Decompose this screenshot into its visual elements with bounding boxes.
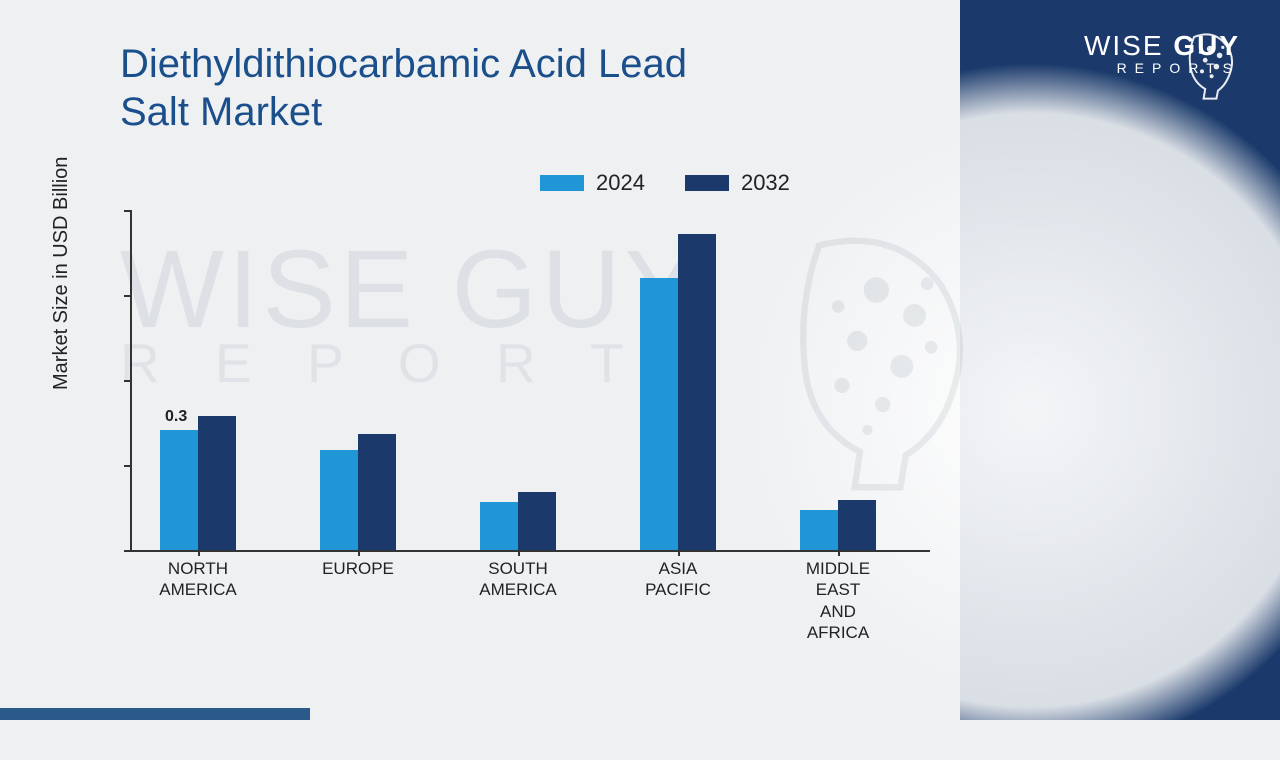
bar (678, 234, 716, 550)
bar (358, 434, 396, 550)
y-tick (124, 295, 130, 297)
brand-logo: WISE GUY REPORTS (1084, 30, 1240, 76)
bar (160, 430, 198, 550)
bar (198, 416, 236, 550)
legend-item: 2024 (540, 170, 645, 196)
footer-accent (0, 708, 310, 720)
x-axis-label: NORTHAMERICA (138, 558, 258, 601)
x-tick (198, 550, 200, 556)
x-axis-label: MIDDLEEASTANDAFRICA (778, 558, 898, 643)
legend-label: 2024 (596, 170, 645, 196)
x-tick (838, 550, 840, 556)
y-tick (124, 550, 130, 552)
legend-swatch (540, 175, 584, 191)
bar (320, 450, 358, 550)
x-axis (130, 550, 930, 552)
x-axis-label: ASIAPACIFIC (618, 558, 738, 601)
bar-value-label: 0.3 (165, 408, 187, 426)
x-tick (678, 550, 680, 556)
y-axis (130, 210, 132, 550)
bar (800, 510, 838, 550)
x-tick (518, 550, 520, 556)
plot: NORTHAMERICAEUROPESOUTHAMERICAASIAPACIFI… (130, 210, 930, 550)
logo-text-1: WISE (1084, 30, 1164, 61)
x-tick (358, 550, 360, 556)
x-axis-label: SOUTHAMERICA (458, 558, 578, 601)
bar (640, 278, 678, 550)
bar (518, 492, 556, 550)
chart-area: Market Size in USD Billion 20242032 NORT… (100, 190, 930, 690)
logo-head-icon (1170, 25, 1250, 105)
bar (838, 500, 876, 550)
legend: 2024 2032 (540, 170, 790, 196)
bar (480, 502, 518, 550)
y-tick (124, 210, 130, 212)
chart-title: Diethyldithiocarbamic Acid Lead Salt Mar… (120, 40, 760, 136)
legend-label: 2032 (741, 170, 790, 196)
x-axis-label: EUROPE (298, 558, 418, 579)
y-tick (124, 380, 130, 382)
legend-item: 2032 (685, 170, 790, 196)
y-axis-label: Market Size in USD Billion (50, 157, 73, 390)
y-tick (124, 465, 130, 467)
legend-swatch (685, 175, 729, 191)
